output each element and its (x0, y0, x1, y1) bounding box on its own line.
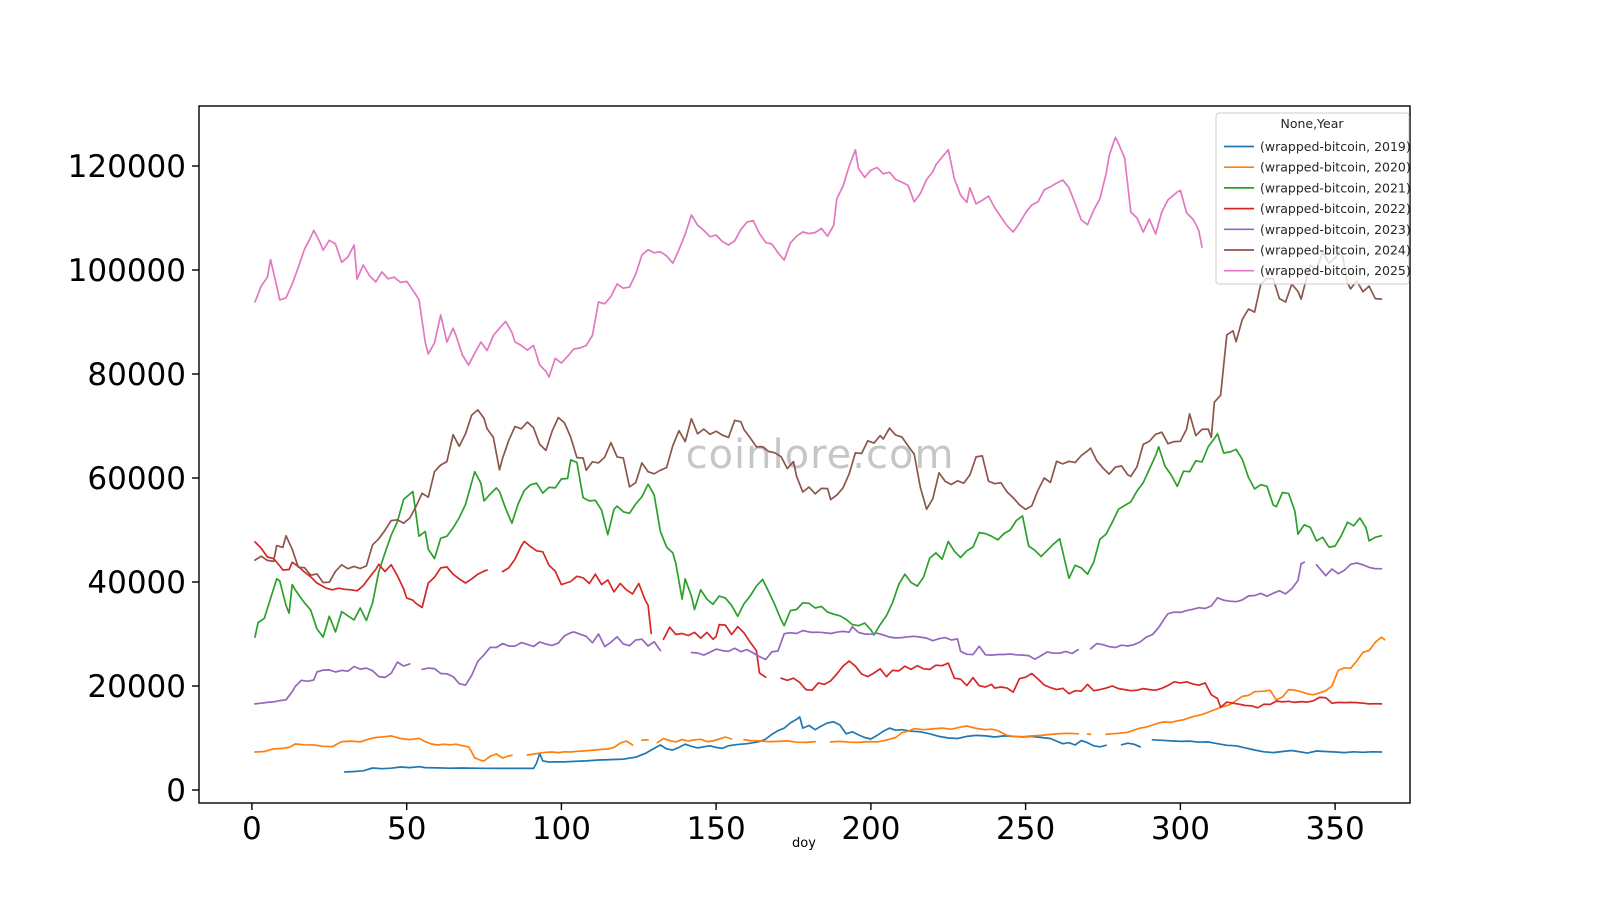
series-line-2021 (254, 432, 1383, 638)
series-line-2022 (662, 623, 767, 679)
series-line-2022 (501, 540, 653, 635)
series-line-2020 (254, 735, 513, 762)
x-axis-label: doy (792, 836, 816, 851)
y-tick-label: 60000 (87, 461, 186, 497)
series-line-2019 (1151, 738, 1383, 754)
x-tick-label: 250 (996, 811, 1055, 847)
y-tick-label: 80000 (87, 357, 186, 393)
legend-label-2019: (wrapped-bitcoin, 2019) (1260, 139, 1411, 154)
series-line-2022 (780, 660, 1383, 709)
legend-label-2024: (wrapped-bitcoin, 2024) (1260, 243, 1411, 258)
series-line-2024 (254, 248, 1383, 584)
legend-label-2022: (wrapped-bitcoin, 2022) (1260, 201, 1411, 216)
series-line-2020 (1105, 636, 1386, 736)
series-line-2022 (254, 541, 488, 609)
watermark: coinlore.com (686, 432, 955, 478)
series-line-2023 (1089, 561, 1306, 650)
y-tick-label: 40000 (87, 565, 186, 601)
legend-box (1215, 112, 1410, 285)
x-tick-label: 100 (532, 811, 591, 847)
y-tick-label: 100000 (68, 253, 186, 289)
x-tick-label: 50 (387, 811, 426, 847)
x-tick-label: 0 (242, 811, 262, 847)
legend-label-2021: (wrapped-bitcoin, 2021) (1260, 180, 1411, 195)
series-line-2023 (690, 625, 1080, 661)
legend: None,Year (wrapped-bitcoin, 2019)(wrappe… (1215, 112, 1411, 285)
x-tick-label: 350 (1306, 811, 1365, 847)
y-tick-label: 120000 (68, 149, 186, 185)
legend-label-2020: (wrapped-bitcoin, 2020) (1260, 160, 1411, 175)
series-line-2019 (1120, 742, 1141, 748)
y-tick-label: 20000 (87, 669, 186, 705)
plot-border (198, 105, 1411, 804)
legend-label-2025: (wrapped-bitcoin, 2025) (1260, 263, 1411, 278)
legend-title: None,Year (1280, 116, 1344, 131)
x-tick-label: 200 (841, 811, 900, 847)
y-tick-label: 0 (166, 773, 186, 809)
series-line-2020 (829, 725, 1080, 744)
legend-label-2023: (wrapped-bitcoin, 2023) (1260, 222, 1411, 237)
x-tick-label: 150 (687, 811, 746, 847)
series-line-2020 (656, 736, 733, 744)
y-axis-ticks: 0 20000 40000 60000 80000 100000 120000 (68, 149, 199, 809)
series-line-2023 (1315, 562, 1383, 577)
series-line-2020 (526, 740, 634, 756)
series-lines (254, 136, 1386, 773)
series-line-2023 (254, 661, 411, 705)
series-line-2025 (254, 136, 1203, 378)
series-line-2020 (743, 738, 817, 744)
legend-items: (wrapped-bitcoin, 2019) (wrapped-bitcoin,… (1224, 139, 1411, 278)
series-line-2023 (421, 631, 662, 687)
x-axis-ticks: 0 50 100 150 200 250 300 350 (242, 803, 1365, 847)
x-tick-label: 300 (1151, 811, 1210, 847)
